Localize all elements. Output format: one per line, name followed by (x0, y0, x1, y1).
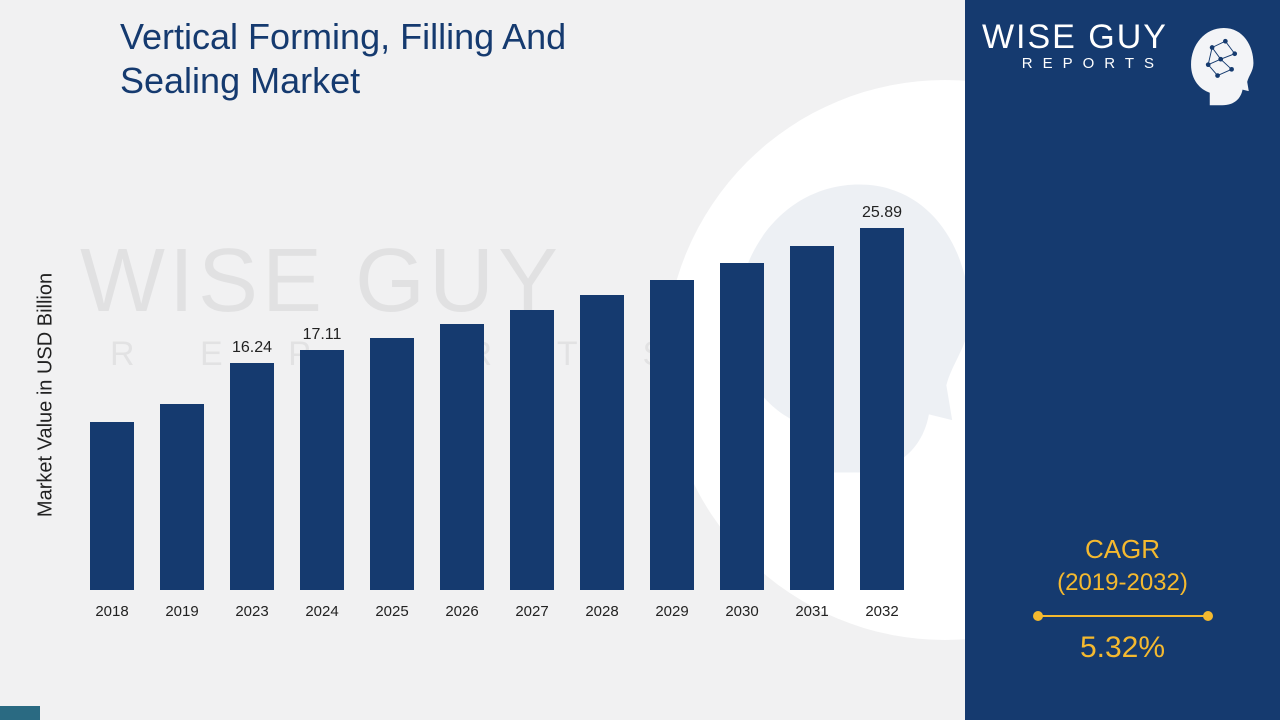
bar (650, 280, 694, 590)
x-tick-label: 2018 (95, 603, 128, 620)
infographic-canvas: WISE GUY R E P O R T S Vertical Forming,… (0, 0, 1280, 720)
x-tick-label: 2031 (795, 603, 828, 620)
bar: 17.11 (300, 350, 344, 590)
bar-value-label: 17.11 (300, 326, 344, 344)
x-axis: 2018 2019 2023 2024 2025 2026 2027 2028 2029 2030… (90, 590, 926, 620)
chart-title: Vertical Forming, Filling And Sealing Ma… (120, 15, 680, 103)
logo-head-icon (1177, 24, 1255, 110)
x-tick-label: 2024 (305, 603, 338, 620)
bar-chart: Market Value in USD Billion 16.2417.1125… (46, 170, 926, 620)
bar (440, 324, 484, 590)
cagr-period: (2019-2032) (965, 569, 1280, 597)
bar-value-label: 16.24 (230, 339, 274, 357)
x-tick-label: 2019 (165, 603, 198, 620)
x-tick-label: 2029 (655, 603, 688, 620)
bar: 16.24 (230, 363, 274, 590)
x-tick-label: 2027 (515, 603, 548, 620)
x-tick-label: 2028 (585, 603, 618, 620)
bar (160, 404, 204, 590)
bar (790, 246, 834, 590)
logo-main-text: WISE GUY (982, 18, 1168, 57)
brand-logo: WISE GUY REPORTS (982, 18, 1168, 72)
bar: 25.89 (860, 228, 904, 590)
bar (370, 338, 414, 590)
bar (90, 422, 134, 590)
cagr-divider (1038, 615, 1208, 617)
bar-value-label: 25.89 (860, 204, 904, 222)
cagr-label: CAGR (965, 534, 1280, 565)
logo-sub-text: REPORTS (982, 55, 1164, 72)
bar (580, 295, 624, 590)
bar (720, 263, 764, 590)
x-tick-label: 2023 (235, 603, 268, 620)
bottom-accent-bar (0, 706, 40, 720)
x-tick-label: 2030 (725, 603, 758, 620)
bar (510, 310, 554, 590)
plot-area: 16.24 17.11 25.89 (90, 170, 926, 590)
cagr-block: CAGR (2019-2032) 5.32% (965, 534, 1280, 665)
x-tick-label: 2032 (865, 603, 898, 620)
x-tick-label: 2026 (445, 603, 478, 620)
y-axis-label: Market Value in USD Billion (35, 273, 58, 517)
x-tick-label: 2025 (375, 603, 408, 620)
cagr-value: 5.32% (965, 631, 1280, 665)
